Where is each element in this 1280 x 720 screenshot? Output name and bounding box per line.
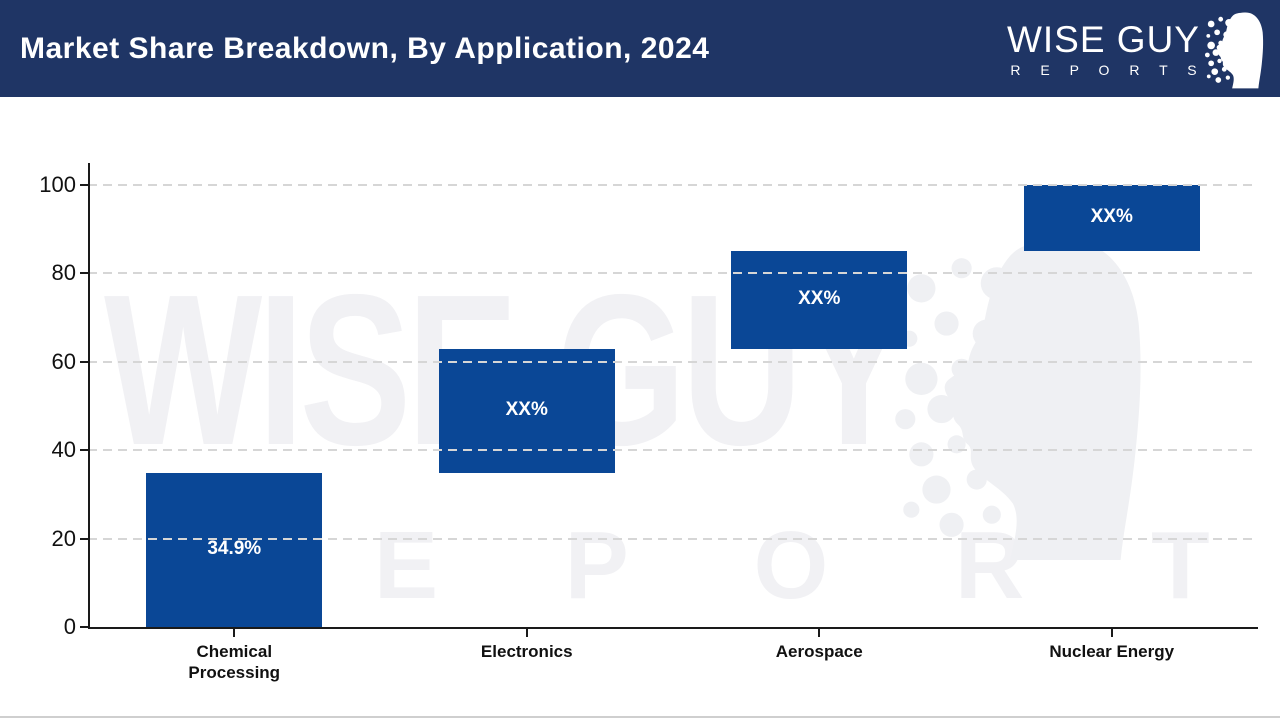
y-gridline	[88, 449, 1258, 452]
y-tick-label: 0	[63, 614, 76, 639]
y-tick-label: 60	[51, 348, 76, 374]
chart-title: Market Share Breakdown, By Application, …	[20, 31, 710, 65]
y-gridline	[88, 360, 1258, 363]
y-tick-mark	[80, 626, 88, 628]
y-tick-mark	[80, 272, 88, 275]
bar-segment	[438, 348, 615, 473]
y-tick-mark	[80, 537, 88, 540]
y-tick-label: 40	[51, 437, 76, 463]
y-tick-mark	[80, 184, 88, 186]
bar-value-label: XX%	[1090, 206, 1133, 228]
footer-divider	[0, 716, 1280, 718]
brand-logo: WISE GUY R E P O R T S	[1007, 6, 1266, 92]
bar-value-label: XX%	[505, 398, 548, 420]
x-tick-label: Electronics	[480, 642, 573, 661]
x-tick-mark	[233, 629, 236, 637]
watermark-face-icon	[895, 239, 1141, 560]
bar-segment	[731, 251, 908, 349]
y-tick-label: 80	[51, 260, 76, 286]
brand-name: WISE GUY	[1006, 19, 1200, 60]
x-tick-mark	[1110, 629, 1113, 637]
y-gridline	[88, 537, 1258, 540]
bar-segment	[1023, 185, 1200, 252]
y-gridline	[88, 272, 1258, 275]
x-tick-label: Aerospace	[775, 642, 863, 661]
y-tick-label: 20	[51, 525, 76, 551]
brand-subtitle: R E P O R T S	[1010, 62, 1205, 78]
bar-value-label: 34.9%	[207, 537, 262, 559]
brand-face-icon	[1204, 12, 1264, 89]
plot-area: 34.9% XX% XX% XX% 0 20 40 60 80 100 Chemical Proce…	[0, 97, 1280, 717]
y-tick-label: 100	[39, 172, 76, 197]
bar-value-label: XX%	[798, 287, 841, 309]
y-gridline	[88, 184, 1258, 186]
x-tick-label: Chemical Processing	[188, 642, 281, 682]
brand-logo-text: WISE GUY R E P O R T S	[1006, 19, 1200, 79]
x-tick-mark	[525, 629, 528, 637]
y-axis-line	[88, 162, 90, 629]
x-axis-line	[88, 627, 1258, 629]
header-bar: Market Share Breakdown, By Application, …	[0, 0, 1280, 97]
y-tick-mark	[80, 360, 88, 363]
bar-segment	[146, 472, 323, 627]
x-tick-label: Nuclear Energy	[1049, 642, 1175, 661]
x-tick-mark	[818, 629, 821, 637]
y-tick-mark	[80, 449, 88, 452]
